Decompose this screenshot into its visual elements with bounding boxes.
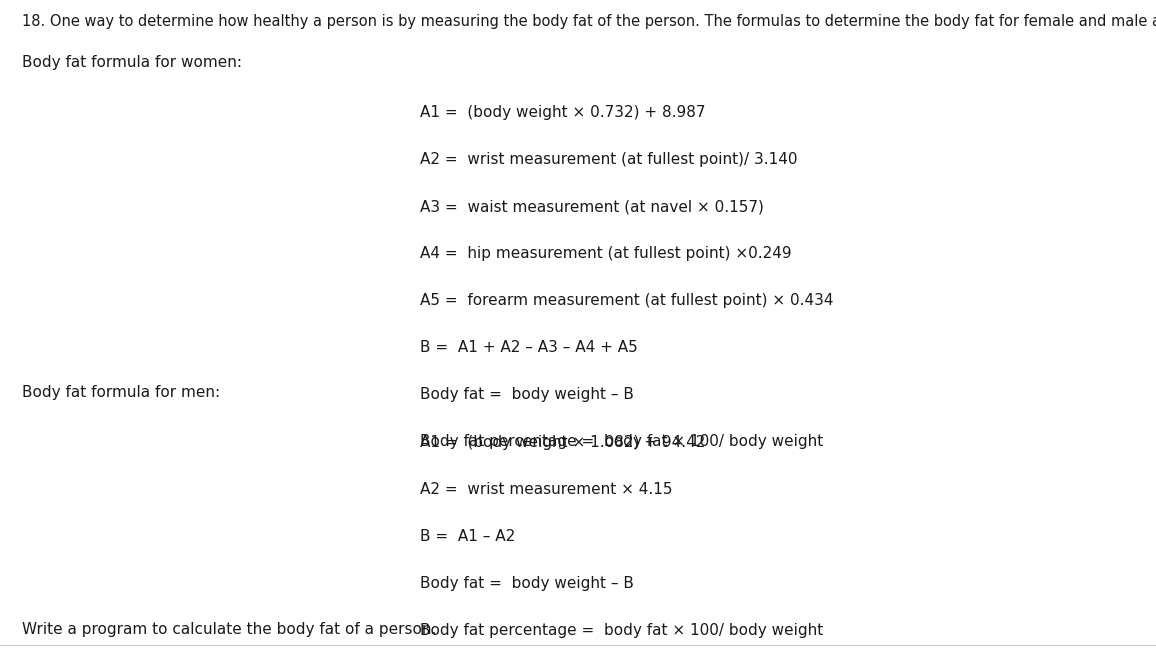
Text: Body fat percentage =  body fat × 100/ body weight: Body fat percentage = body fat × 100/ bo… — [420, 434, 823, 449]
Text: Write a program to calculate the body fat of a person.: Write a program to calculate the body fa… — [22, 622, 436, 637]
Text: A5 =  forearm measurement (at fullest point) × 0.434: A5 = forearm measurement (at fullest poi… — [420, 293, 833, 308]
Text: Body fat formula for women:: Body fat formula for women: — [22, 55, 242, 70]
Text: Body fat percentage =  body fat × 100/ body weight: Body fat percentage = body fat × 100/ bo… — [420, 623, 823, 638]
Text: B =  A1 + A2 – A3 – A4 + A5: B = A1 + A2 – A3 – A4 + A5 — [420, 340, 638, 355]
Text: A3 =  waist measurement (at navel × 0.157): A3 = waist measurement (at navel × 0.157… — [420, 199, 764, 214]
Text: B =  A1 – A2: B = A1 – A2 — [420, 529, 516, 544]
Text: Body fat formula for men:: Body fat formula for men: — [22, 385, 220, 400]
Text: A4 =  hip measurement (at fullest point) ×0.249: A4 = hip measurement (at fullest point) … — [420, 246, 792, 261]
Text: A2 =  wrist measurement × 4.15: A2 = wrist measurement × 4.15 — [420, 482, 673, 497]
Text: A1 =  (body weight × 0.732) + 8.987: A1 = (body weight × 0.732) + 8.987 — [420, 105, 705, 120]
Text: A1 =  (body weight × 1.082) + 94.42: A1 = (body weight × 1.082) + 94.42 — [420, 435, 705, 450]
Text: Body fat =  body weight – B: Body fat = body weight – B — [420, 576, 633, 591]
Text: 18. One way to determine how healthy a person is by measuring the body fat of th: 18. One way to determine how healthy a p… — [22, 14, 1156, 29]
Text: Body fat =  body weight – B: Body fat = body weight – B — [420, 387, 633, 402]
Text: A2 =  wrist measurement (at fullest point)/ 3.140: A2 = wrist measurement (at fullest point… — [420, 152, 798, 167]
